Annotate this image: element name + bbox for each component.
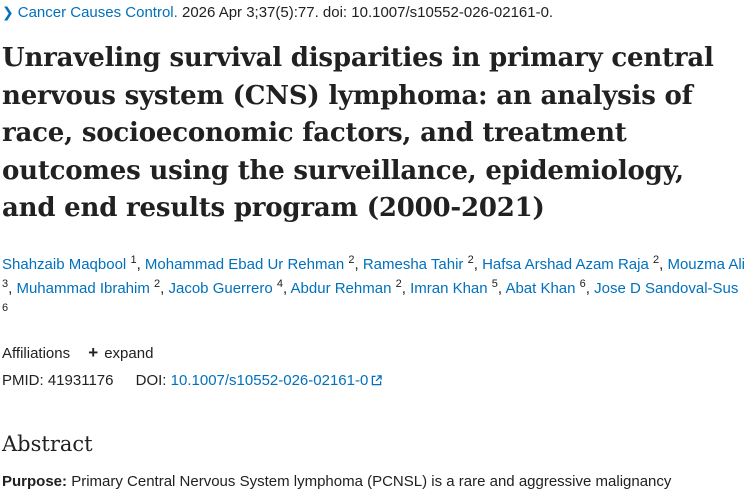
pmid-value: 41931176 bbox=[47, 372, 114, 389]
affiliations-row: Affiliations + expand bbox=[2, 343, 153, 364]
author-item: Mohammad Ebad Ur Rehman 2 bbox=[144, 254, 355, 274]
affiliation-number[interactable]: 5 bbox=[491, 278, 498, 290]
affiliation-number[interactable]: 4 bbox=[276, 278, 284, 290]
author-link[interactable]: Jacob Guerrero bbox=[168, 280, 273, 297]
author-item: Imran Khan 5 bbox=[410, 278, 498, 298]
author-link[interactable]: Abat Khan bbox=[505, 280, 576, 297]
affiliation-number[interactable]: 2 bbox=[467, 254, 474, 266]
abstract-heading: Abstract bbox=[2, 432, 93, 456]
affiliation-number[interactable]: 1 bbox=[130, 254, 137, 266]
affiliations-label: Affiliations bbox=[2, 345, 71, 362]
author-item: Muhammad Ibrahim 2 bbox=[16, 278, 161, 298]
affiliation-number[interactable]: 2 bbox=[154, 278, 161, 290]
doi-label: DOI: bbox=[135, 372, 167, 389]
journal-link[interactable]: Cancer Causes Control. bbox=[17, 4, 178, 21]
purpose-text: Primary Central Nervous System lymphoma … bbox=[71, 473, 672, 490]
doi-link[interactable]: 10.1007/s10552-026-02161-0 bbox=[171, 372, 383, 389]
affiliation-number[interactable]: 2 bbox=[348, 254, 355, 266]
affiliations-expand-button[interactable]: + expand bbox=[88, 343, 154, 362]
author-item: Shahzaib Maqbool 1 bbox=[2, 254, 137, 274]
affiliation-number[interactable]: 6 bbox=[579, 278, 586, 290]
affiliation-number[interactable]: 6 bbox=[2, 302, 9, 314]
author-item: Ramesha Tahir 2 bbox=[362, 254, 474, 274]
author-item: Hafsa Arshad Azam Raja 2 bbox=[482, 254, 660, 274]
author-link[interactable]: Hafsa Arshad Azam Raja bbox=[482, 256, 649, 273]
external-link-icon bbox=[372, 375, 383, 386]
chevron-right-icon[interactable]: ❯ bbox=[2, 4, 14, 20]
pmid-label: PMID: bbox=[2, 372, 44, 389]
author-link[interactable]: Imran Khan bbox=[410, 280, 488, 297]
citation-details: 2026 Apr 3;37(5):77. doi: 10.1007/s10552… bbox=[181, 4, 554, 21]
identifiers-row: PMID: 41931176 DOI: 10.1007/s10552-026-0… bbox=[2, 371, 383, 391]
citation-line: ❯ Cancer Causes Control. 2026 Apr 3;37(5)… bbox=[2, 2, 553, 23]
author-item: Jacob Guerrero 4 bbox=[168, 278, 284, 298]
author-item: Abdur Rehman 2 bbox=[290, 278, 402, 298]
affiliation-number[interactable]: 2 bbox=[653, 254, 660, 266]
affiliation-number[interactable]: 2 bbox=[395, 278, 402, 290]
author-list: Shahzaib Maqbool 1, Mohammad Ebad Ur Reh… bbox=[2, 253, 747, 325]
author-link[interactable]: Abdur Rehman bbox=[290, 280, 392, 297]
author-link[interactable]: Mohammad Ebad Ur Rehman bbox=[144, 256, 345, 273]
abstract-purpose: Purpose: Primary Central Nervous System … bbox=[2, 471, 671, 493]
author-link[interactable]: Mouzma Ali bbox=[667, 256, 745, 273]
plus-icon: + bbox=[88, 343, 99, 362]
author-link[interactable]: Shahzaib Maqbool bbox=[2, 256, 127, 273]
author-link[interactable]: Ramesha Tahir bbox=[362, 256, 464, 273]
author-item: Mouzma Ali 3 bbox=[2, 256, 745, 297]
article-title: Unraveling survival disparities in prima… bbox=[2, 43, 714, 223]
doi-value: 10.1007/s10552-026-02161-0 bbox=[170, 372, 369, 389]
author-item: Jose D Sandoval-Sus 6 bbox=[2, 280, 738, 321]
author-link[interactable]: Muhammad Ibrahim bbox=[16, 280, 150, 297]
affiliation-number[interactable]: 3 bbox=[2, 278, 9, 290]
purpose-label: Purpose: bbox=[2, 473, 68, 490]
author-item: Abat Khan 6 bbox=[505, 278, 586, 298]
author-link[interactable]: Jose D Sandoval-Sus bbox=[594, 280, 739, 297]
expand-label: expand bbox=[104, 345, 154, 362]
